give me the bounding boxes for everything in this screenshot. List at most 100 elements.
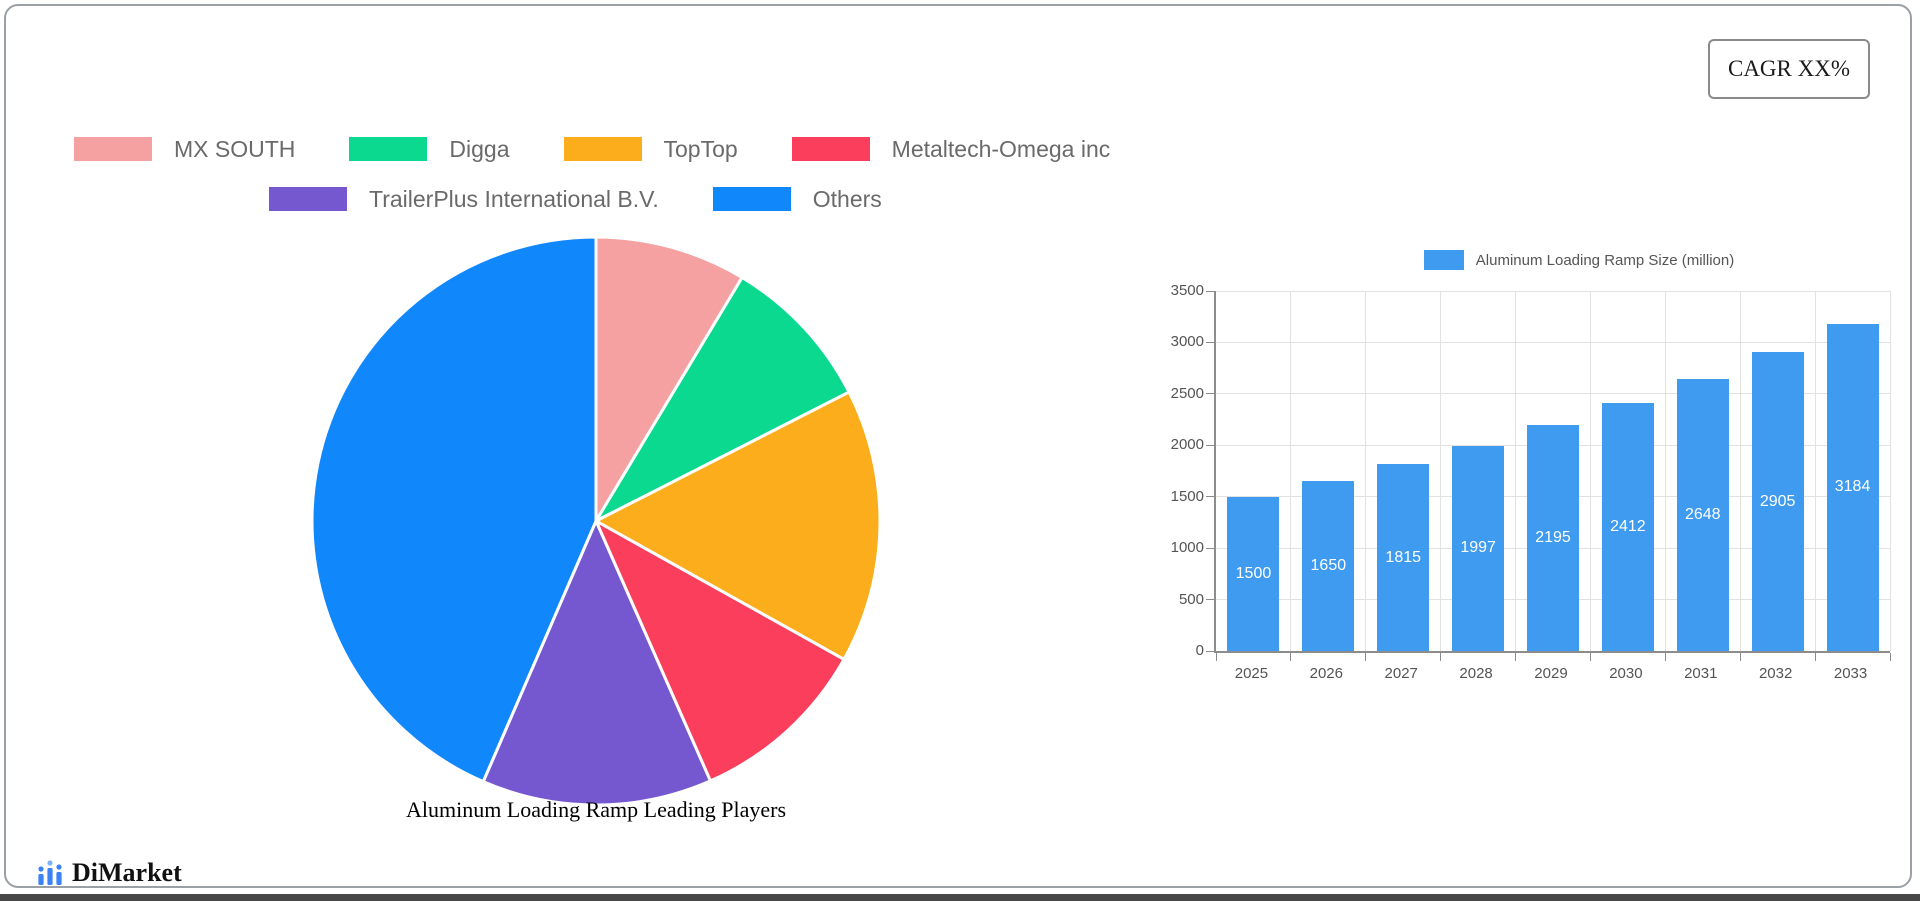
bar-chart-x-axis: 2025 2026 2027 2028 2029 2030 2031 2032 2033 (1214, 665, 1888, 685)
bar-value-label: 2648 (1684, 505, 1721, 523)
gridline-vertical (1889, 291, 1891, 651)
y-tick (1206, 341, 1214, 343)
legend-item-metaltech-omega: Metaltech-Omega inc (791, 135, 1111, 163)
bar-2026: 1650 (1302, 481, 1355, 651)
x-axis-label: 2025 (1234, 665, 1269, 682)
bar-2027: 1815 (1377, 464, 1430, 651)
legend-item-mx-south: MX SOUTH (74, 136, 295, 163)
x-axis-label: 2029 (1534, 665, 1568, 682)
legend-label: TopTop (663, 135, 738, 162)
legend-item-trailerplus: TrailerPlus International B.V. (269, 186, 659, 213)
cagr-badge: CAGR XX% (1708, 39, 1870, 99)
gridline-vertical (1365, 291, 1367, 651)
x-axis-label: 2026 (1309, 665, 1343, 682)
legend-swatch (791, 137, 870, 161)
x-tick (1589, 653, 1591, 661)
gridline-vertical (1515, 291, 1517, 651)
legend-label: Digga (449, 135, 510, 162)
pie-slice-metaltech-omega-inc (594, 519, 846, 783)
bottom-edge-band (0, 894, 1920, 901)
pie-slice-trailerplus-international-b-v- (481, 519, 712, 807)
bar-2033: 3184 (1826, 323, 1879, 651)
legend-item-toptop: TopTop (563, 135, 738, 163)
x-tick (1889, 653, 1891, 661)
y-tick (1206, 496, 1214, 498)
y-tick (1206, 393, 1214, 395)
bar-value-label: 2195 (1535, 529, 1571, 547)
y-tick (1206, 650, 1214, 652)
x-tick (1515, 653, 1517, 661)
y-axis-label: 1000 (1170, 539, 1204, 557)
y-axis-label: 1500 (1170, 487, 1204, 505)
legend-item-others: Others (712, 185, 882, 213)
legend-label: Others (812, 185, 882, 212)
gridline-horizontal (1216, 341, 1890, 343)
gridline-horizontal (1216, 393, 1890, 395)
y-axis-label: 500 (1178, 590, 1204, 608)
legend-swatch (269, 187, 347, 211)
bar-2029: 2195 (1527, 425, 1579, 651)
gridline-vertical (1440, 291, 1442, 651)
gridline-vertical (1290, 291, 1292, 651)
bar-value-label: 3184 (1834, 478, 1871, 496)
x-axis-label: 2030 (1609, 665, 1643, 682)
gridline-horizontal (1216, 290, 1890, 292)
legend-label: TrailerPlus International B.V. (369, 185, 659, 212)
y-axis-label: 0 (1195, 642, 1204, 659)
bar-value-label: 1815 (1385, 548, 1422, 566)
legend-item-digga: Digga (349, 135, 510, 163)
brand-name: DiMarket (72, 858, 182, 887)
y-tick (1206, 547, 1214, 549)
bar-chart-y-axis: 0 500 1000 1500 2000 2500 3000 3500 (1128, 282, 1204, 659)
legend-label: Metaltech-Omega inc (891, 135, 1111, 162)
legend-label: MX SOUTH (174, 135, 296, 162)
pie-slice-others (310, 235, 598, 784)
pie-chart (310, 235, 882, 807)
bar-chart-icon (38, 860, 62, 885)
bar-2028: 1997 (1452, 445, 1505, 651)
x-axis-label: 2027 (1384, 665, 1418, 682)
bar-2025: 1500 (1227, 496, 1280, 651)
x-tick (1814, 653, 1816, 661)
bar-2032: 2905 (1751, 352, 1804, 651)
x-axis-label: 2031 (1684, 665, 1718, 682)
x-axis-label: 2032 (1758, 665, 1793, 682)
gridline-vertical (1664, 291, 1666, 651)
report-card: CAGR XX% MX SOUTH Digga TopTop Metaltech… (4, 4, 1912, 888)
pie-slice-toptop (594, 390, 882, 661)
bar-value-label: 2412 (1610, 517, 1646, 535)
x-tick (1365, 653, 1367, 661)
bar-legend-label: Aluminum Loading Ramp Size (million) (1475, 251, 1735, 269)
brand-logo: DiMarket (36, 858, 182, 888)
x-tick (1739, 653, 1741, 661)
y-axis-label: 3000 (1170, 333, 1204, 351)
pie-legend-row-1: MX SOUTH Digga TopTop Metaltech-Omega in… (74, 134, 1110, 164)
y-axis-label: 2000 (1170, 436, 1204, 454)
x-axis-label: 2028 (1459, 665, 1493, 682)
bar-value-label: 1650 (1310, 557, 1347, 575)
y-tick (1206, 290, 1214, 292)
pie-slice-mx-south (594, 235, 744, 523)
gridline-vertical (1739, 291, 1741, 651)
legend-swatch (563, 137, 642, 161)
bar-value-label: 1997 (1460, 539, 1496, 557)
y-tick (1206, 599, 1214, 601)
legend-swatch (712, 187, 791, 211)
x-tick (1215, 653, 1217, 661)
bar-2031: 2648 (1676, 378, 1729, 651)
gridline-vertical (1814, 291, 1816, 651)
legend-swatch (74, 137, 152, 161)
x-axis-label: 2033 (1833, 665, 1868, 682)
y-axis-label: 3500 (1170, 282, 1204, 299)
bar-legend-swatch (1423, 250, 1464, 270)
pie-legend: MX SOUTH Digga TopTop Metaltech-Omega in… (74, 134, 1110, 214)
pie-legend-row-2: TrailerPlus International B.V. Others (269, 184, 1110, 214)
pie-title: Aluminum Loading Ramp Leading Players (405, 797, 787, 822)
bar-2030: 2412 (1601, 402, 1654, 651)
bar-chart-legend: Aluminum Loading Ramp Size (million) (1214, 250, 1888, 270)
gridline-vertical (1589, 291, 1591, 651)
bar-value-label: 1500 (1235, 564, 1272, 582)
y-tick (1206, 444, 1214, 446)
y-axis-label: 2500 (1170, 384, 1204, 402)
bar-value-label: 2905 (1759, 492, 1796, 510)
